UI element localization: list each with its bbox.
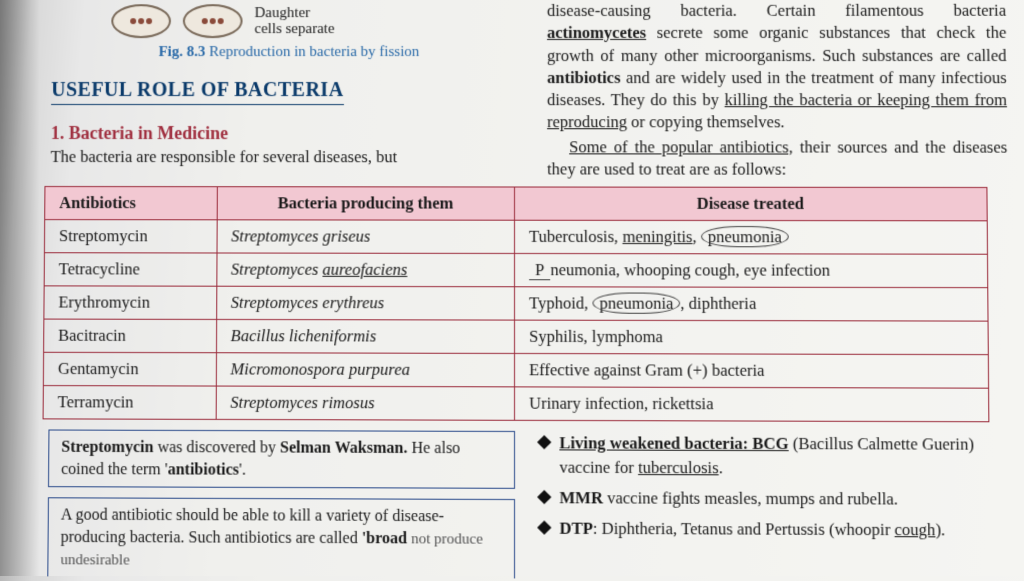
table-header: Antibiotics — [45, 187, 217, 220]
bullet-item: Living weakened bacteria: BCG (Bacillus … — [539, 431, 1010, 481]
bullet-text: MMR vaccine fights measles, mumps and ru… — [559, 486, 898, 512]
table-header: Bacteria producing them — [217, 187, 515, 221]
bullet-item: DTP: Diphtheria, Tetanus and Pertussis (… — [539, 516, 1010, 542]
table-cell: Syphilis, lymphoma — [514, 320, 988, 355]
table-cell: Streptomyces erythreus — [216, 286, 514, 320]
table-cell: Streptomycin — [44, 220, 216, 253]
table-row: TetracyclineStreptomyces aureofaciensPne… — [44, 253, 988, 288]
table-cell: Streptomyces rimosus — [216, 386, 515, 420]
bullet-text: Living weakened bacteria: BCG (Bacillus … — [559, 431, 1010, 481]
left-column: Daughter cells separate Fig. 8.3 Reprodu… — [50, 0, 507, 181]
bullet-item: MMR vaccine fights measles, mumps and ru… — [539, 486, 1010, 512]
table-row: TerramycinStreptomyces rimosusUrinary in… — [43, 386, 989, 422]
table-cell: Erythromycin — [44, 286, 217, 320]
table-cell: Tetracycline — [44, 253, 216, 286]
figure-label-line1: Daughter — [255, 5, 335, 22]
info-box-streptomycin: Streptomycin was discovered by Selman Wa… — [48, 430, 515, 490]
paragraph-antibiotics: disease-causing bacteria. Certain filame… — [547, 0, 1007, 134]
bullet-text: DTP: Diphtheria, Tetanus and Pertussis (… — [559, 516, 945, 542]
cell-icon — [111, 4, 171, 38]
table-cell: Typhoid, pneumonia, diphtheria — [514, 287, 988, 321]
diamond-icon — [537, 435, 551, 449]
section-title: USEFUL ROLE OF BACTERIA — [51, 79, 344, 105]
intro-text: The bacteria are responsible for several… — [51, 146, 507, 169]
right-column: disease-causing bacteria. Certain filame… — [547, 0, 1008, 181]
table-cell: Terramycin — [43, 386, 216, 420]
figure-number: Fig. 8.3 — [158, 44, 205, 60]
table-cell: Micromonospora purpurea — [216, 353, 515, 387]
antibiotics-table: AntibioticsBacteria producing themDiseas… — [43, 186, 990, 422]
table-row: ErythromycinStreptomyces erythreusTyphoi… — [44, 286, 988, 321]
table-row: StreptomycinStreptomyces griseusTubercul… — [44, 220, 987, 255]
table-cell: Urinary infection, rickettsia — [514, 387, 988, 422]
table-row: BacitracinBacillus licheniformisSyphilis… — [44, 319, 989, 355]
figure-caption: Fig. 8.3 Reproduction in bacteria by fis… — [71, 44, 507, 61]
table-cell: Bacitracin — [44, 319, 217, 353]
info-box-broad: A good antibiotic should be able to kill… — [47, 498, 515, 579]
figure-caption-text: Reproduction in bacteria by fission — [209, 44, 419, 60]
table-cell: Effective against Gram (+) bacteria — [514, 354, 988, 389]
table-cell: Streptomyces aureofaciens — [216, 253, 514, 287]
diamond-icon — [537, 490, 551, 504]
diamond-icon — [537, 520, 551, 534]
cell-icon — [183, 4, 243, 38]
paragraph-followup: Some of the popular antibiotics, their s… — [547, 136, 1008, 181]
table-row: GentamycinMicromonospora purpureaEffecti… — [43, 352, 988, 388]
figure-label-line2: cells separate — [254, 21, 334, 38]
table-cell: Tuberculosis, meningitis, pneumonia — [514, 220, 987, 254]
figure-cells: Daughter cells separate — [111, 4, 507, 38]
subsection-title: 1. Bacteria in Medicine — [51, 123, 507, 144]
table-header: Disease treated — [514, 187, 987, 221]
table-cell: Bacillus licheniformis — [216, 320, 514, 354]
table-cell: Streptomyces griseus — [217, 220, 515, 254]
vaccine-notes: Living weakened bacteria: BCG (Bacillus … — [539, 431, 1011, 581]
figure-label: Daughter cells separate — [254, 5, 334, 38]
table-cell: Gentamycin — [43, 352, 216, 386]
table-cell: Pneumonia, whooping cough, eye infection — [514, 254, 987, 288]
